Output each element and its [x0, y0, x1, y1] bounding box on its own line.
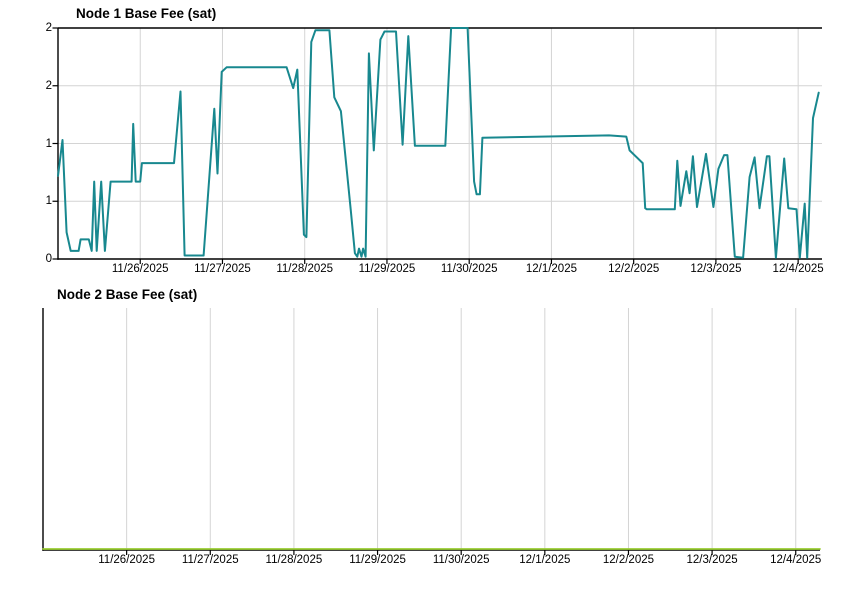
node1-chart-title: Node 1 Base Fee (sat) — [76, 6, 217, 21]
x-tick-label: 11/28/2025 — [265, 554, 323, 566]
y-tick-label: 2 — [45, 22, 52, 34]
x-tick-label: 11/26/2025 — [98, 554, 155, 566]
node2-chart-title: Node 2 Base Fee (sat) — [57, 287, 198, 302]
x-tick-label: 11/29/2025 — [358, 263, 416, 275]
x-tick-label: 12/3/2025 — [686, 554, 738, 566]
y-tick-label: 1 — [45, 195, 52, 208]
x-tick-label: 12/2/2025 — [602, 554, 655, 566]
x-tick-label: 11/28/2025 — [276, 263, 334, 275]
x-tick-label: 12/4/2025 — [772, 263, 824, 275]
x-tick-label: 12/1/2025 — [519, 554, 571, 566]
x-tick-label: 11/30/2025 — [432, 554, 490, 566]
y-tick-label: 1 — [45, 137, 52, 150]
x-tick-label: 11/29/2025 — [349, 554, 406, 566]
x-tick-label: 11/30/2025 — [440, 263, 498, 275]
x-tick-label: 12/2/2025 — [608, 263, 660, 275]
x-tick-label: 11/27/2025 — [194, 263, 251, 275]
x-tick-label: 12/1/2025 — [525, 263, 577, 275]
x-tick-label: 12/3/2025 — [690, 263, 742, 275]
x-tick-label: 11/27/2025 — [181, 554, 239, 566]
y-tick-label: 2 — [45, 79, 52, 92]
node1-fee-line — [57, 27, 820, 259]
y-tick-label: 0 — [45, 253, 52, 265]
x-tick-label: 11/26/2025 — [111, 263, 169, 275]
x-tick-label: 12/4/2025 — [770, 554, 822, 566]
